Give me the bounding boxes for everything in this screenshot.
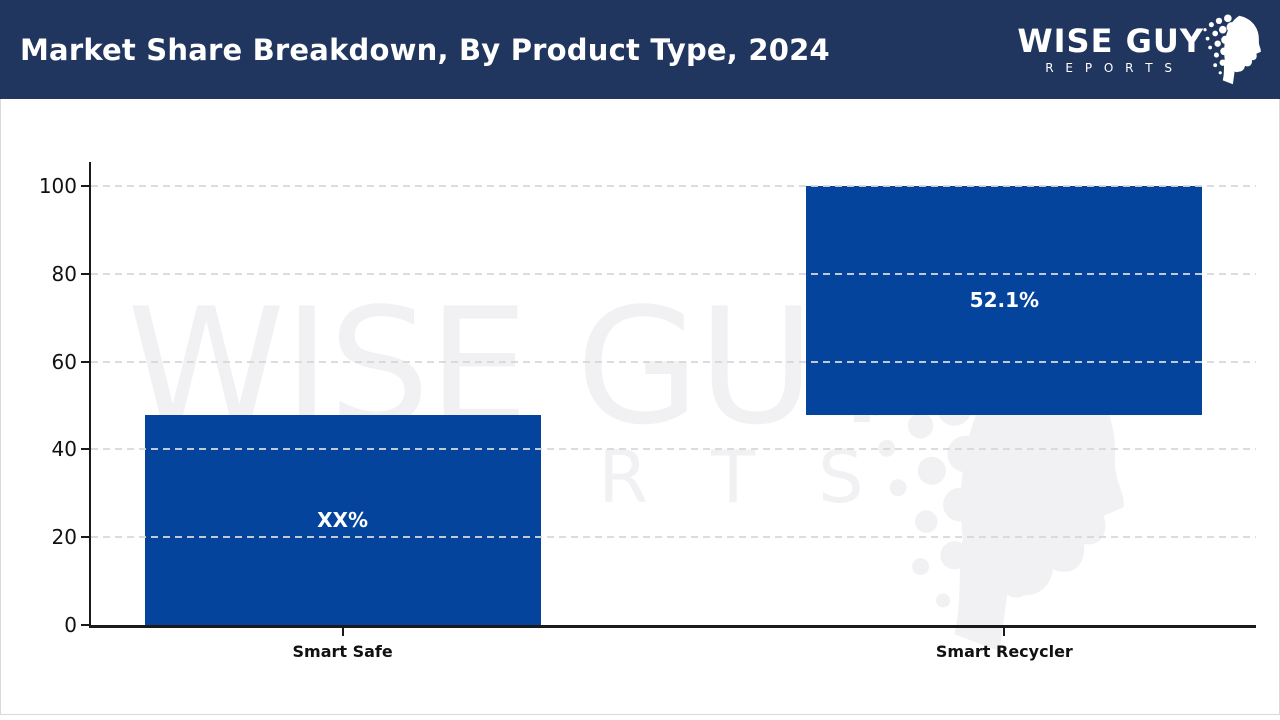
gridline (91, 185, 1256, 188)
y-tick-label: 40 (51, 437, 77, 462)
x-tick (1003, 625, 1006, 636)
bar-chart-plot-area: XX% Smart Safe 52.1% Smart Recycler (81, 162, 1256, 661)
brand-logo: WISE GUY R E P O R T S (1017, 12, 1266, 88)
y-tick-label: 0 (64, 613, 77, 637)
y-tick (81, 448, 89, 451)
y-tick (81, 536, 89, 539)
brand-logo-text: WISE GUY R E P O R T S (1017, 25, 1204, 75)
x-category-label: Smart Safe (292, 642, 393, 661)
y-axis: 0 20 40 60 80 100 (1, 162, 77, 635)
bar-value-label: XX% (317, 507, 369, 532)
y-tick-label: 60 (51, 349, 77, 374)
page-title: Market Share Breakdown, By Product Type,… (20, 32, 830, 67)
bar-value-label: 52.1% (969, 288, 1040, 313)
y-tick (81, 360, 89, 363)
gridline (91, 272, 1256, 275)
gridline (91, 448, 1256, 451)
y-tick-label: 80 (51, 261, 77, 286)
bar-smart-recycler: 52.1% (806, 186, 1203, 415)
x-category-label: Smart Recycler (935, 642, 1073, 661)
y-tick (81, 272, 89, 275)
y-tick (81, 624, 89, 626)
header: Market Share Breakdown, By Product Type,… (0, 0, 1280, 99)
y-tick (81, 185, 89, 188)
x-tick (341, 625, 344, 636)
y-tick-label: 100 (38, 174, 77, 199)
logo-wordmark: WISE GUY (1017, 21, 1204, 60)
gridline (91, 536, 1256, 539)
bar-smart-safe: XX% (144, 414, 541, 625)
logo-face-icon (1196, 12, 1266, 88)
gridline (91, 360, 1256, 363)
logo-subtitle: R E P O R T S (1045, 60, 1177, 75)
y-tick-label: 20 (51, 525, 77, 550)
